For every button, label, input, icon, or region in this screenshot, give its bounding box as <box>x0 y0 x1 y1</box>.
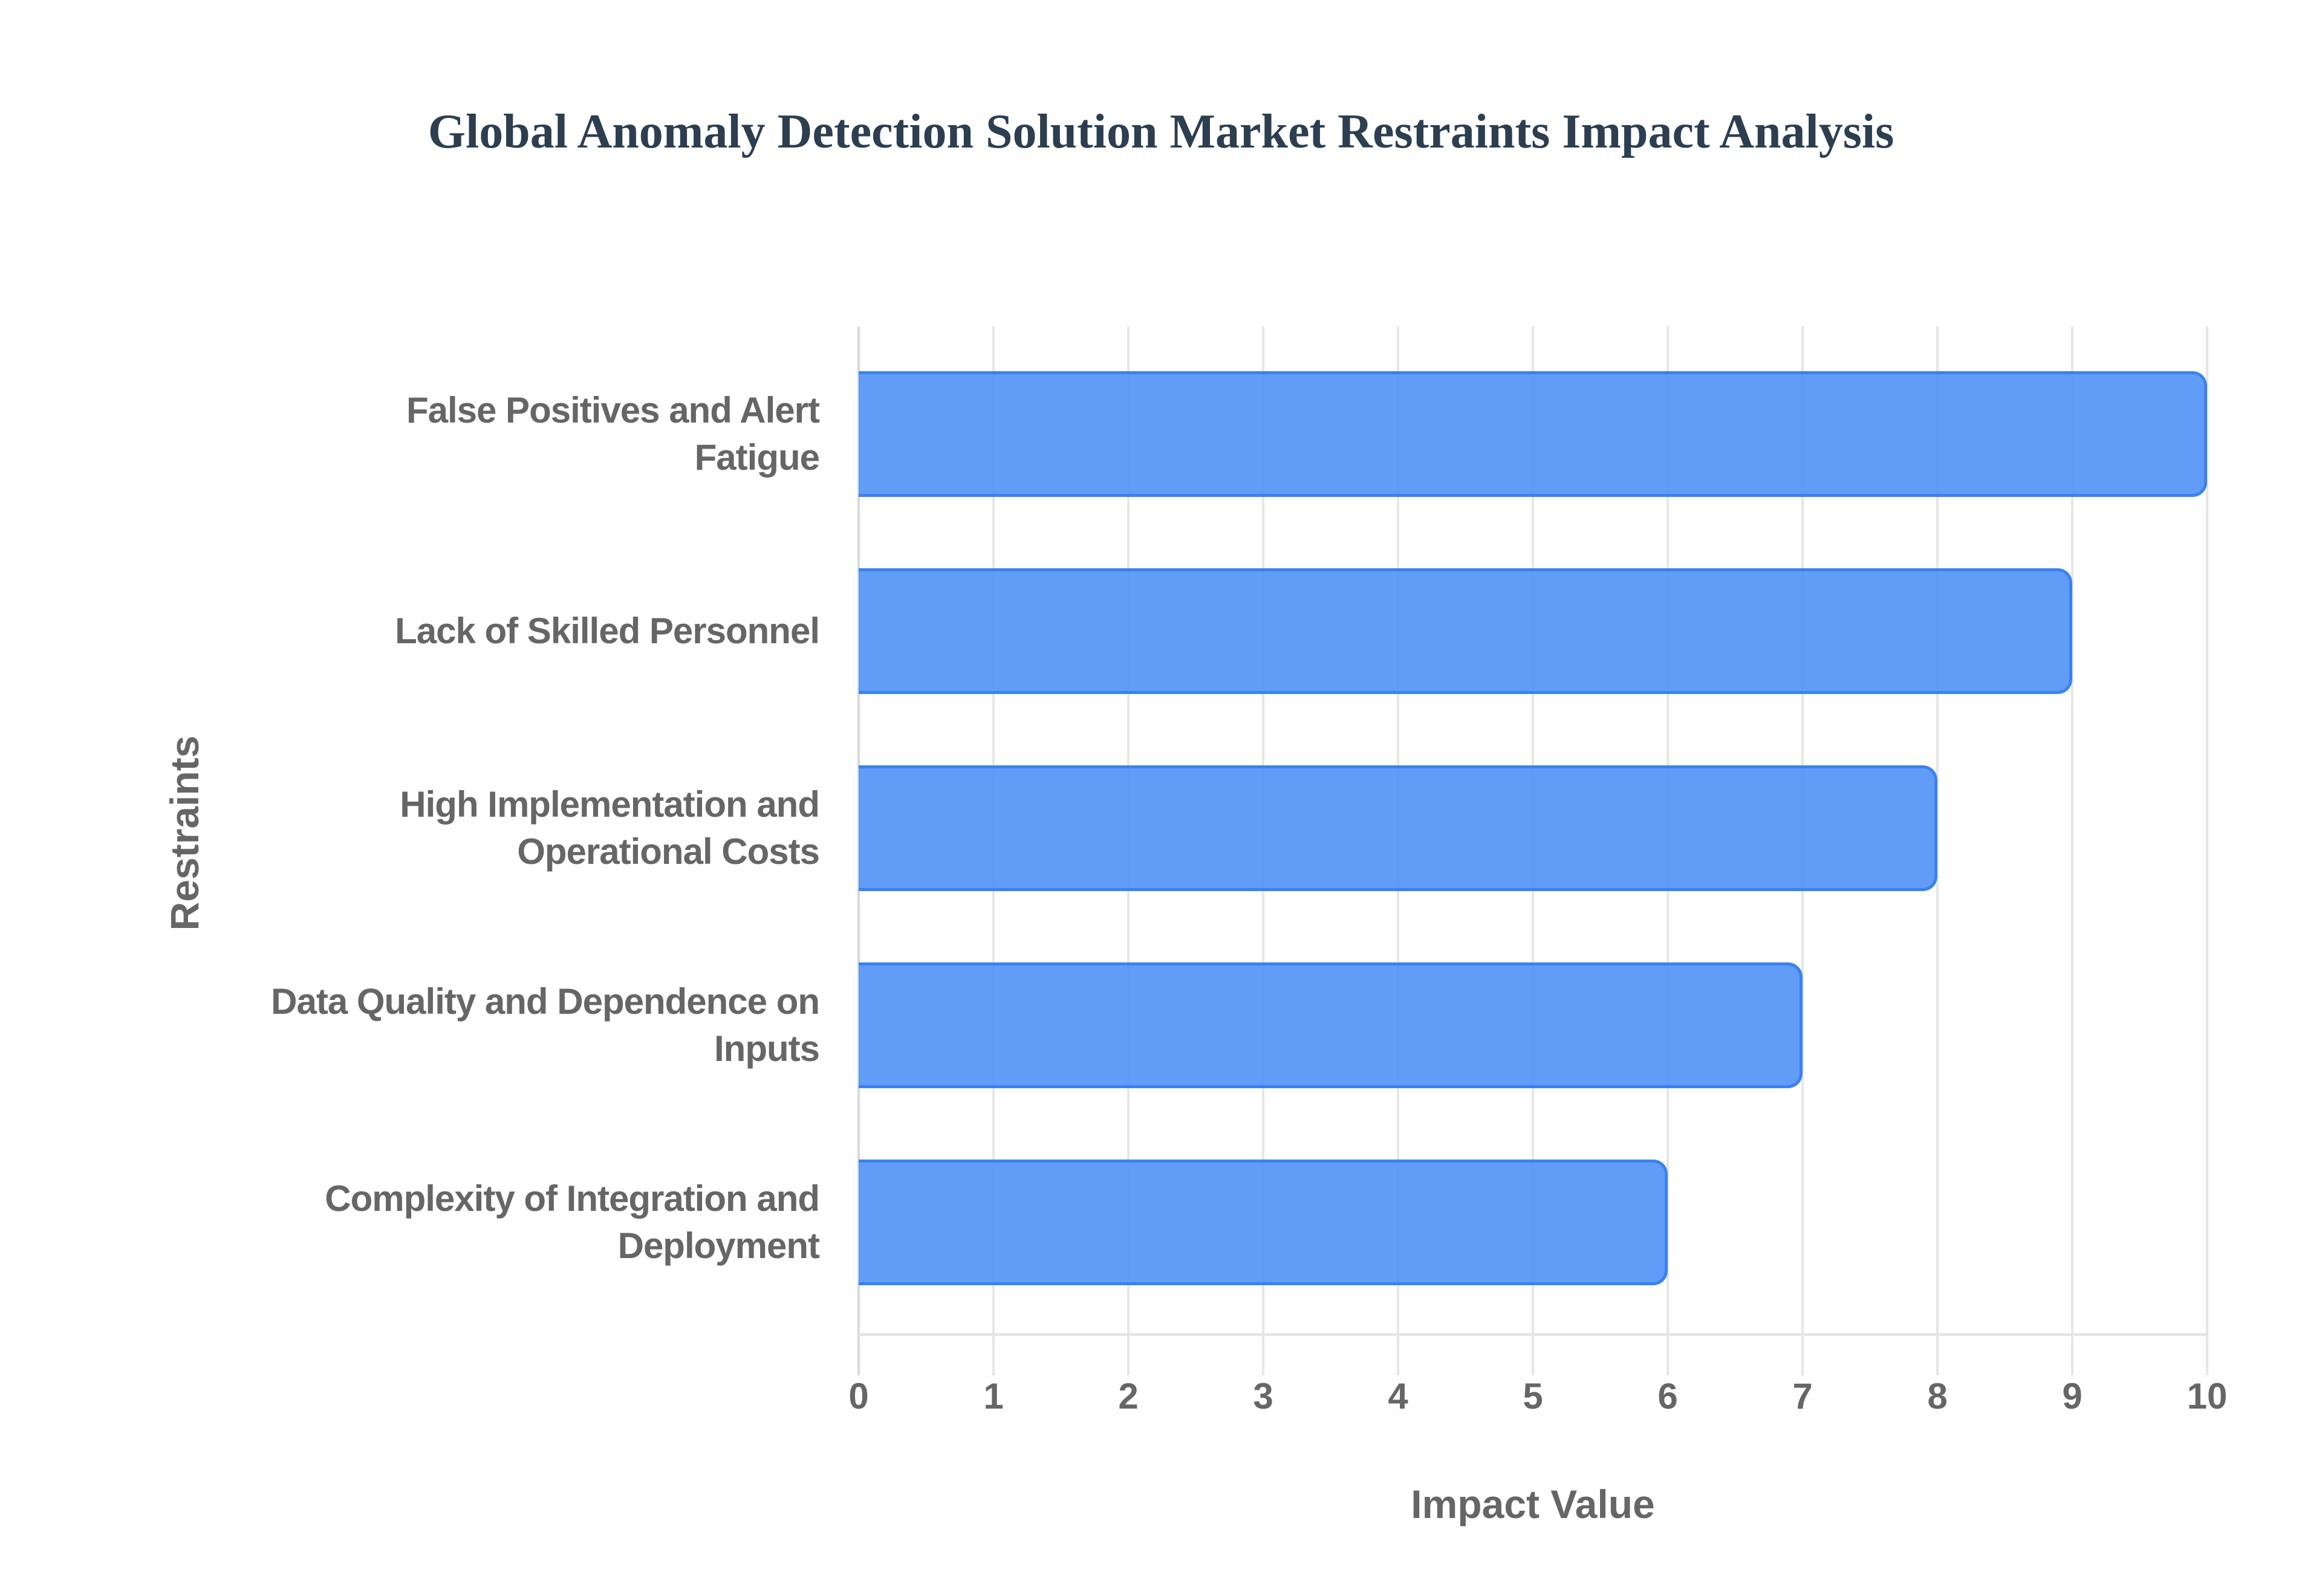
x-tick-label: 1 <box>983 1376 1004 1416</box>
x-tick-label: 7 <box>1792 1376 1813 1416</box>
category-label: False Positives and Alert Fatigue <box>406 390 820 478</box>
gridline <box>2206 326 2208 1375</box>
category-label: Lack of Skilled Personnel <box>395 611 820 651</box>
gridline <box>2071 326 2073 1375</box>
x-tick-label: 4 <box>1388 1376 1408 1416</box>
x-tick-label: 2 <box>1118 1376 1139 1416</box>
category-label: High Implementation and Operational Costs <box>400 784 820 872</box>
plot-area <box>857 326 2208 1375</box>
bar[interactable] <box>859 765 1937 891</box>
x-axis-baseline <box>859 1333 2207 1336</box>
gridline <box>1936 326 1939 1375</box>
bar[interactable] <box>859 962 1803 1088</box>
x-tick-label: 10 <box>2187 1376 2228 1416</box>
chart-title: Global Anomaly Detection Solution Market… <box>428 105 1894 158</box>
bar[interactable] <box>859 1160 1668 1285</box>
x-tick-label: 5 <box>1523 1376 1543 1416</box>
category-label: Data Quality and Dependence on Inputs <box>271 981 820 1069</box>
x-tick-label: 0 <box>848 1376 869 1416</box>
x-tick-label: 6 <box>1657 1376 1678 1416</box>
bar[interactable] <box>859 568 2072 694</box>
x-tick-label: 8 <box>1927 1376 1948 1416</box>
category-label: Complexity of Integration and Deployment <box>325 1178 820 1266</box>
x-tick-label: 3 <box>1253 1376 1273 1416</box>
bar[interactable] <box>859 371 2207 497</box>
x-axis-title: Impact Value <box>1411 1482 1655 1526</box>
x-tick-label: 9 <box>2062 1376 2083 1416</box>
